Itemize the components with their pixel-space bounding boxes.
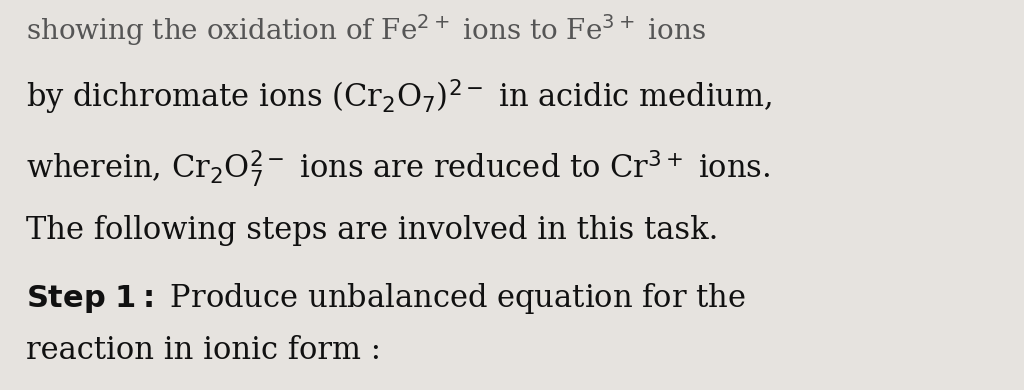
Text: showing the oxidation of Fe$^{2+}$ ions to Fe$^{3+}$ ions: showing the oxidation of Fe$^{2+}$ ions … bbox=[26, 12, 706, 48]
Text: reaction in ionic form :: reaction in ionic form : bbox=[26, 335, 381, 366]
Text: $\mathbf{Step\ 1:}$ Produce unbalanced equation for the: $\mathbf{Step\ 1:}$ Produce unbalanced e… bbox=[26, 281, 745, 316]
Text: wherein, Cr$_2$O$_7^{2-}$ ions are reduced to Cr$^{3+}$ ions.: wherein, Cr$_2$O$_7^{2-}$ ions are reduc… bbox=[26, 148, 770, 189]
Text: The following steps are involved in this task.: The following steps are involved in this… bbox=[26, 215, 718, 245]
Text: by dichromate ions (Cr$_2$O$_7$)$^{2-}$ in acidic medium,: by dichromate ions (Cr$_2$O$_7$)$^{2-}$ … bbox=[26, 78, 772, 117]
